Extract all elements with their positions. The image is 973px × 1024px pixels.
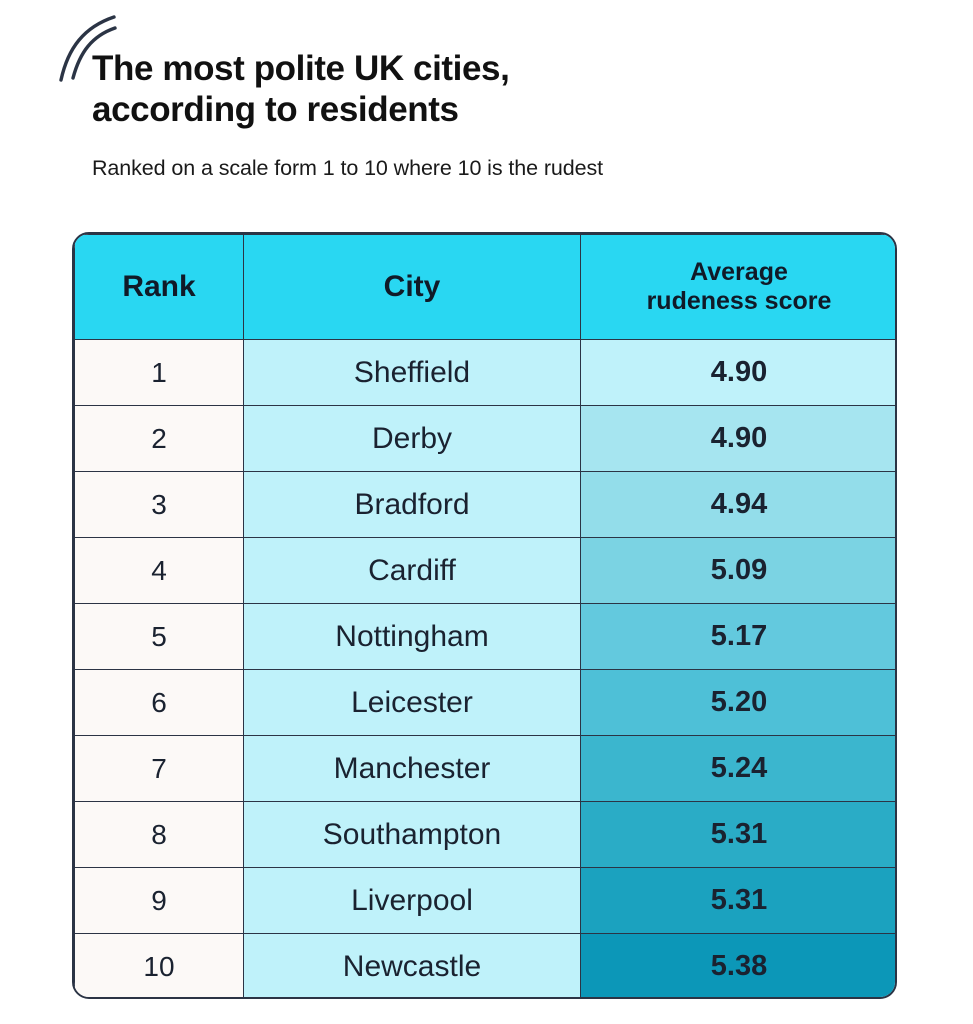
cell-score: 4.90 (580, 405, 895, 472)
cell-city: Bradford (243, 471, 581, 538)
table-header: Rank City Average rudeness score (74, 234, 895, 340)
table-body: 1 Sheffield 4.90 2 Derby 4.90 3 Bradford 4.94 4 Ca… (74, 339, 895, 997)
cell-rank: 3 (74, 471, 244, 538)
table-header-row: Rank City Average rudeness score (74, 234, 895, 340)
column-header-score: Average rudeness score (580, 234, 895, 340)
page-title: The most polite UK cities, according to … (92, 49, 510, 130)
arc-outer-icon (59, 15, 116, 82)
cell-rank: 1 (74, 339, 244, 406)
arc-inner-icon (71, 26, 117, 80)
table-row: 4 Cardiff 5.09 (74, 537, 895, 604)
cell-rank: 2 (74, 405, 244, 472)
cell-score: 5.09 (580, 537, 895, 604)
column-header-rank: Rank (74, 234, 244, 340)
cell-score: 5.24 (580, 735, 895, 802)
cell-city: Sheffield (243, 339, 581, 406)
cell-city: Southampton (243, 801, 581, 868)
table-row: 9 Liverpool 5.31 (74, 867, 895, 934)
table-row: 6 Leicester 5.20 (74, 669, 895, 736)
cell-score: 5.38 (580, 933, 895, 997)
cell-score: 4.90 (580, 339, 895, 406)
cell-city: Liverpool (243, 867, 581, 934)
cell-score: 5.31 (580, 867, 895, 934)
table-row: 2 Derby 4.90 (74, 405, 895, 472)
cell-rank: 7 (74, 735, 244, 802)
cell-rank: 10 (74, 933, 244, 997)
cell-city: Manchester (243, 735, 581, 802)
cell-score: 5.31 (580, 801, 895, 868)
cell-city: Cardiff (243, 537, 581, 604)
table-row: 7 Manchester 5.24 (74, 735, 895, 802)
cell-rank: 9 (74, 867, 244, 934)
ranking-table-element: Rank City Average rudeness score 1 Sheffi… (74, 234, 895, 997)
cell-score: 5.17 (580, 603, 895, 670)
cell-city: Newcastle (243, 933, 581, 997)
cell-rank: 6 (74, 669, 244, 736)
cell-rank: 4 (74, 537, 244, 604)
page-subtitle: Ranked on a scale form 1 to 10 where 10 … (92, 155, 603, 180)
heading-block: The most polite UK cities, according to … (92, 48, 892, 181)
double-arc-decoration (59, 15, 117, 82)
column-header-city: City (243, 234, 581, 340)
table-row: 10 Newcastle 5.38 (74, 933, 895, 997)
cell-score: 5.20 (580, 669, 895, 736)
table-row: 3 Bradford 4.94 (74, 471, 895, 538)
cell-city: Leicester (243, 669, 581, 736)
table-row: 8 Southampton 5.31 (74, 801, 895, 868)
cell-city: Derby (243, 405, 581, 472)
table-row: 5 Nottingham 5.17 (74, 603, 895, 670)
cell-rank: 5 (74, 603, 244, 670)
cell-score: 4.94 (580, 471, 895, 538)
ranking-table: Rank City Average rudeness score 1 Sheffi… (72, 232, 897, 999)
table-row: 1 Sheffield 4.90 (74, 339, 895, 406)
cell-rank: 8 (74, 801, 244, 868)
cell-city: Nottingham (243, 603, 581, 670)
